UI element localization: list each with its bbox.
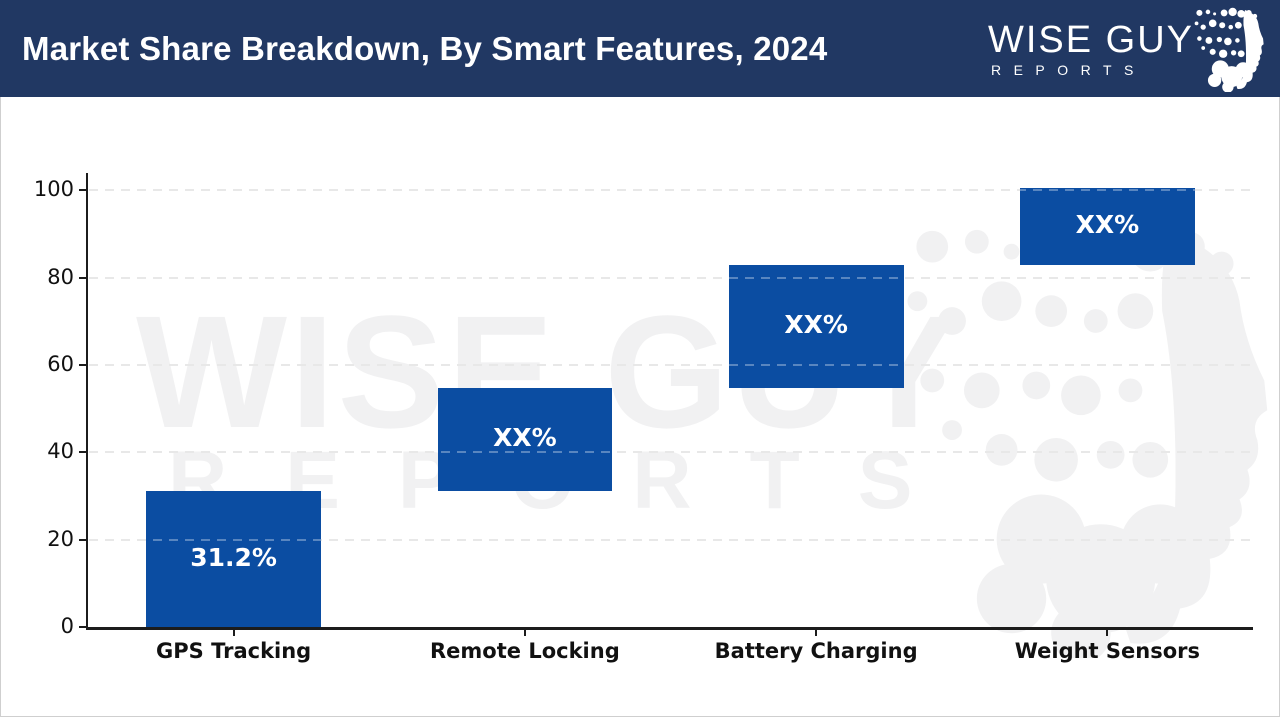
y-tick-mark (79, 364, 88, 367)
brand-logo: WISE GUY REPORTS (988, 6, 1264, 92)
gridline (89, 538, 1253, 541)
gridline (89, 189, 1253, 192)
x-tick-mark (523, 628, 526, 636)
bar-gps-tracking (146, 490, 321, 627)
x-category-label: Battery Charging (714, 639, 918, 663)
x-category-label: Remote Locking (430, 639, 620, 663)
x-tick-mark (815, 628, 818, 636)
bar-value-label: XX% (1075, 210, 1140, 240)
brand-face-icon (1194, 7, 1264, 92)
y-tick-label: 60 (47, 352, 74, 377)
y-tick-label: 80 (47, 264, 74, 289)
gridline (89, 451, 1253, 454)
y-tick-label: 100 (33, 177, 74, 202)
gridline (89, 276, 1253, 279)
x-category-label: GPS Tracking (156, 639, 312, 663)
x-tick-mark (1106, 628, 1109, 636)
gridline-overlay (89, 451, 1253, 454)
y-axis (86, 173, 88, 630)
y-tick-label: 20 (47, 526, 74, 551)
x-tick-mark (232, 628, 235, 636)
gridline-overlay (89, 276, 1253, 279)
gridline-overlay (89, 538, 1253, 541)
bar-remote-locking (437, 387, 613, 491)
y-tick-mark (79, 451, 88, 454)
y-tick-mark (79, 189, 88, 192)
bar-value-label: XX% (784, 310, 848, 340)
brand-subtitle: REPORTS (990, 61, 1146, 78)
bar-battery-charging (728, 264, 904, 388)
x-axis (86, 627, 1253, 630)
x-category-label: Weight Sensors (1014, 639, 1201, 663)
y-tick-label: 40 (47, 439, 74, 464)
gridline-overlay (89, 364, 1253, 367)
gridline-overlay (89, 189, 1253, 192)
brand-logo-text: WISE GUY REPORTS (988, 21, 1194, 77)
y-tick-mark (79, 626, 88, 628)
page-title: Market Share Breakdown, By Smart Feature… (22, 29, 828, 67)
y-tick-label: 0 (60, 614, 74, 638)
y-tick-mark (79, 276, 88, 279)
gridline (89, 364, 1253, 367)
brand-name: WISE GUY (987, 18, 1194, 61)
header-bar: Market Share Breakdown, By Smart Feature… (0, 0, 1280, 97)
bar-weight-sensors (1020, 187, 1195, 265)
bar-value-label: XX% (493, 423, 557, 453)
bar-value-label: 31.2% (190, 542, 277, 572)
y-tick-mark (79, 538, 88, 541)
